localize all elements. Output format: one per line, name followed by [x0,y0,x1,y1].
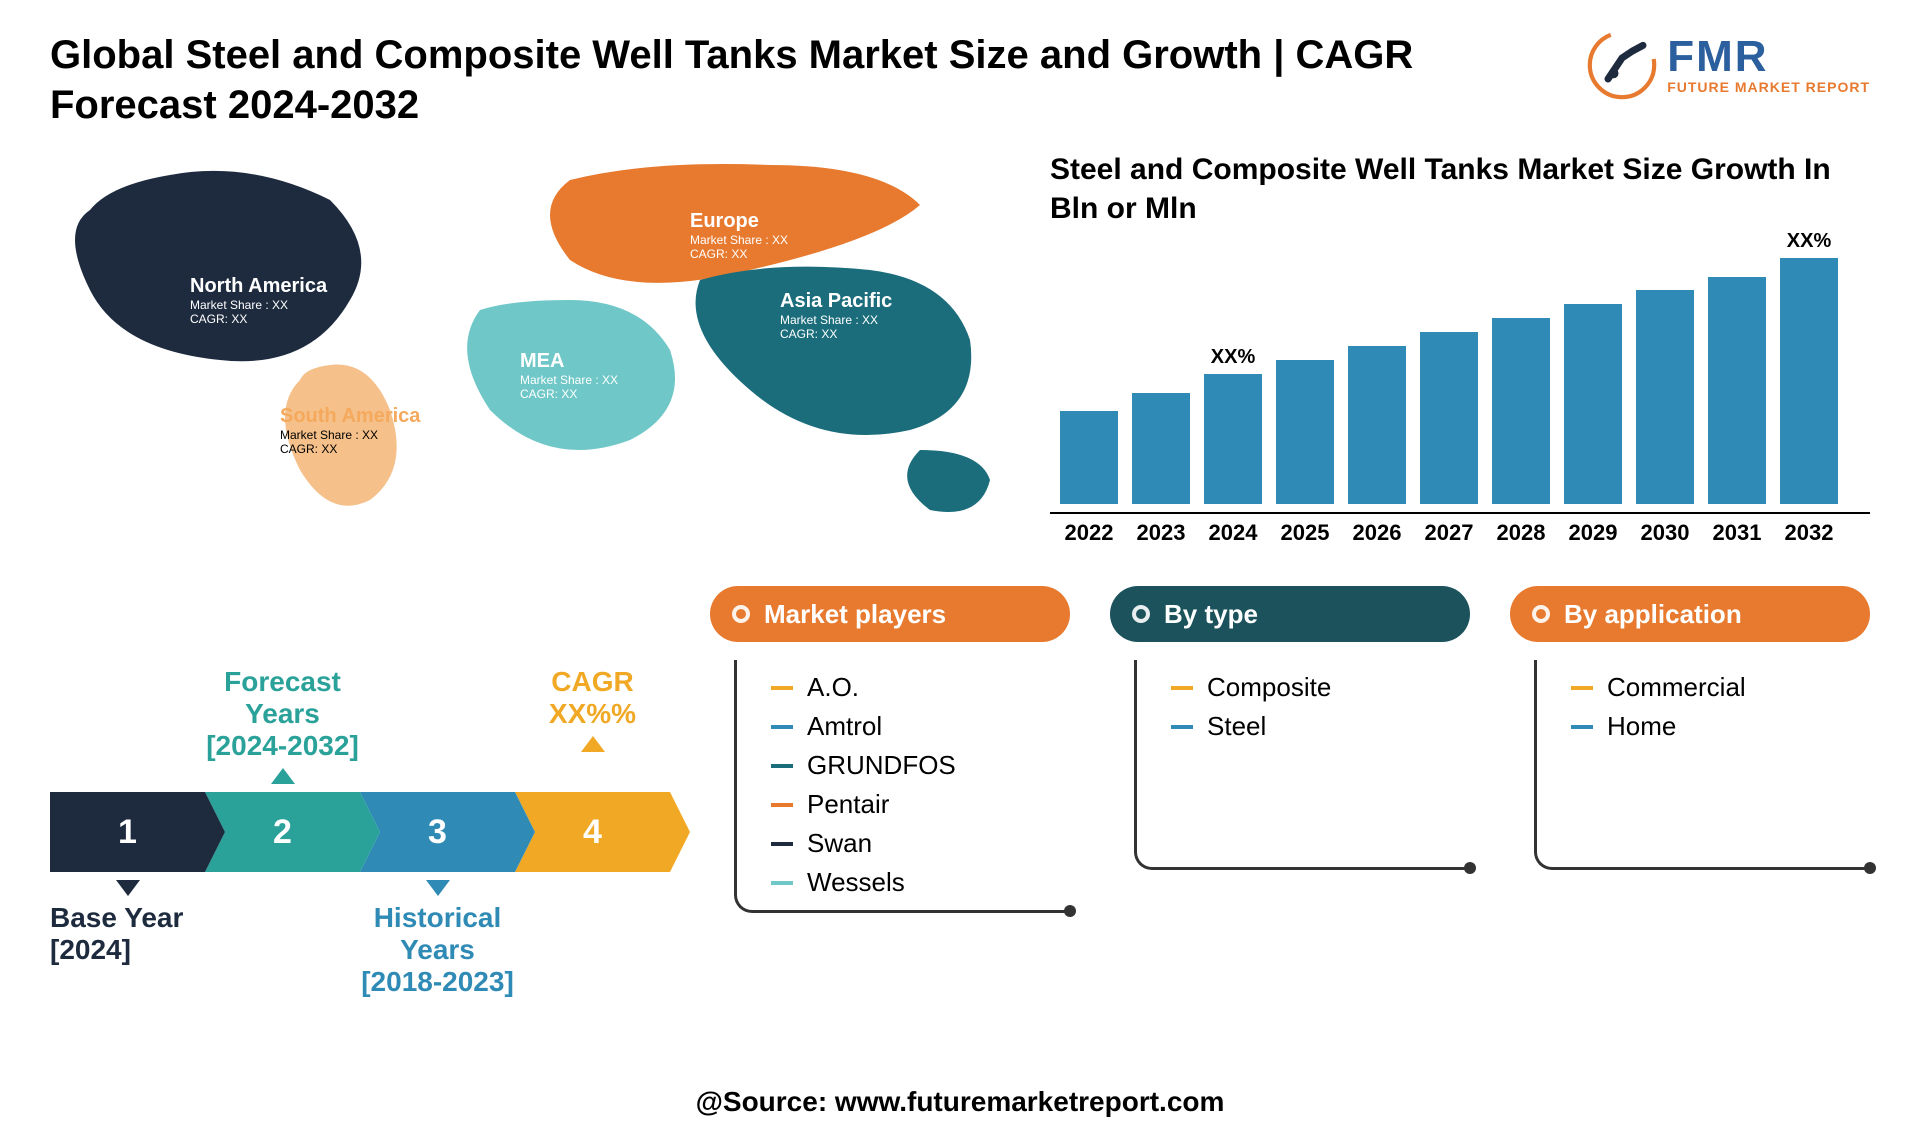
x-label: 2024 [1204,520,1262,546]
bar-annotation: XX% [1787,230,1831,253]
x-label: 2025 [1276,520,1334,546]
logo-text: FMR [1667,35,1870,79]
bar-area: XX% XX% [1050,234,1870,504]
bar-x-axis: 2022 2023 2024 2025 2026 2027 2028 2029 2030 2031… [1050,512,1870,546]
bar-2032: XX% [1780,258,1838,504]
source-line: @Source: www.futuremarketreport.com [696,1086,1225,1118]
bar-2029 [1564,304,1622,504]
x-label: 2022 [1060,520,1118,546]
tick-icon [771,725,793,729]
tick-icon [771,842,793,846]
tick-icon [1171,686,1193,690]
segment-pill: By type [1110,586,1470,642]
bar-2025 [1276,360,1334,504]
segment-by-application: By application CommercialHome [1510,586,1870,913]
list-item: Pentair [771,785,1070,824]
x-label: 2030 [1636,520,1694,546]
arrow-down-icon [426,880,450,896]
x-label: 2031 [1708,520,1766,546]
segment-list: A.O.AmtrolGRUNDFOSPentairSwanWessels [734,660,1070,913]
bullet-icon [1132,605,1150,623]
arrow-up-icon [271,768,295,784]
segment-pill: Market players [710,586,1070,642]
bar-2027 [1420,332,1478,504]
world-map: North AmericaMarket Share : XXCAGR: XX So… [50,150,1010,530]
cagr-label: CAGR XX%% [515,666,670,788]
logo-icon [1587,30,1657,100]
bar-2031 [1708,277,1766,505]
tick-icon [1571,725,1593,729]
segment-by-type: By type CompositeSteel [1110,586,1470,913]
bar-chart: Steel and Composite Well Tanks Market Si… [1050,150,1870,546]
historical-label: Historical Years [2018-2023] [360,876,515,998]
tick-icon [771,881,793,885]
list-item: GRUNDFOS [771,746,1070,785]
list-item: Wessels [771,863,1070,902]
list-item: Steel [1171,707,1470,746]
region-label-na: North AmericaMarket Share : XXCAGR: XX [190,275,327,326]
chevron-4: 4 [515,792,670,872]
forecast-label: Forecast Years [2024-2032] [205,666,360,788]
x-label: 2027 [1420,520,1478,546]
logo: FMR FUTURE MARKET REPORT [1587,30,1870,100]
tick-icon [1571,686,1593,690]
x-label: 2026 [1348,520,1406,546]
list-item: Commercial [1571,668,1870,707]
x-label: 2032 [1780,520,1838,546]
arrow-up-icon [581,736,605,752]
bullet-icon [1532,605,1550,623]
arrow-down-icon [116,880,140,896]
bar-2030 [1636,290,1694,504]
region-na [75,171,361,361]
bullet-icon [732,605,750,623]
segment-list: CompositeSteel [1134,660,1470,870]
x-label: 2028 [1492,520,1550,546]
list-item: Home [1571,707,1870,746]
segment-market-players: Market players A.O.AmtrolGRUNDFOSPentairS… [710,586,1070,913]
x-label: 2023 [1132,520,1190,546]
list-item: Amtrol [771,707,1070,746]
logo-subtext: FUTURE MARKET REPORT [1667,79,1870,95]
segment-list: CommercialHome [1534,660,1870,870]
bar-annotation: XX% [1211,346,1255,369]
tick-icon [771,803,793,807]
region-label-eu: EuropeMarket Share : XXCAGR: XX [690,210,788,261]
bar-2023 [1132,393,1190,504]
region-label-ap: Asia PacificMarket Share : XXCAGR: XX [780,290,892,341]
timeline-block: Forecast Years [2024-2032] CAGR XX%% 123… [50,586,670,998]
list-item: A.O. [771,668,1070,707]
bar-chart-title: Steel and Composite Well Tanks Market Si… [1050,150,1870,228]
region-label-mea: MEAMarket Share : XXCAGR: XX [520,350,618,401]
bar-2026 [1348,346,1406,504]
bar-2024: XX% [1204,374,1262,504]
chevron-2: 2 [205,792,360,872]
list-item: Composite [1171,668,1470,707]
tick-icon [771,686,793,690]
bar-2028 [1492,318,1550,504]
tick-icon [1171,725,1193,729]
segment-columns: Market playersA.O.AmtrolGRUNDFOSPentairS… [710,586,1870,913]
tick-icon [771,764,793,768]
header: Global Steel and Composite Well Tanks Ma… [50,30,1870,130]
base-year-label: Base Year [2024] [50,876,205,998]
segment-pill: By application [1510,586,1870,642]
chevron-3: 3 [360,792,515,872]
region-label-sa: South AmericaMarket Share : XXCAGR: XX [280,405,420,456]
x-label: 2029 [1564,520,1622,546]
bar-2022 [1060,411,1118,504]
page-title: Global Steel and Composite Well Tanks Ma… [50,30,1450,130]
chevron-1: 1 [50,792,205,872]
list-item: Swan [771,824,1070,863]
chevron-row: 1234 [50,792,670,872]
